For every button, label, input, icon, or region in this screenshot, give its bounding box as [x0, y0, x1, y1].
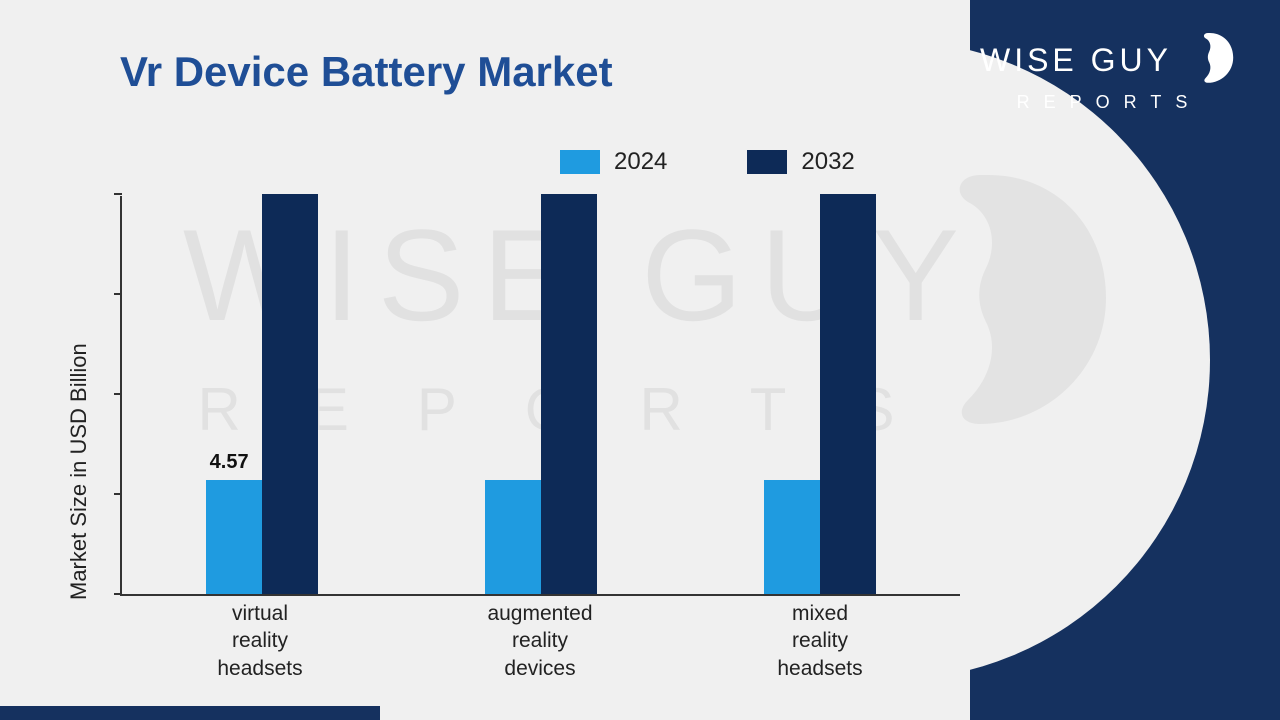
bar-group	[764, 194, 876, 594]
x-category-label: mixedrealityheadsets	[745, 600, 895, 682]
legend-item-2032: 2032	[747, 148, 854, 176]
bottom-strip	[0, 706, 380, 720]
chart-canvas: WISE GUY REPORTS Vr Device Battery Marke…	[0, 0, 1280, 720]
brand-logo: WISE GUY REPORTS	[980, 30, 1238, 113]
legend-label-2024: 2024	[614, 148, 667, 176]
legend-item-2024: 2024	[560, 148, 667, 176]
chart-title: Vr Device Battery Market	[120, 48, 613, 96]
chart-area: Market Size in USD Billion 2024 2032 4.5…	[80, 140, 960, 670]
x-category-label: augmentedrealitydevices	[465, 600, 615, 682]
x-category-label: virtualrealityheadsets	[185, 600, 335, 682]
legend-swatch-2024	[560, 150, 600, 174]
x-axis-labels: virtualrealityheadsets augmentedrealityde…	[120, 600, 960, 682]
bar-2032	[262, 194, 318, 594]
legend: 2024 2032	[560, 148, 855, 176]
y-tick	[114, 493, 122, 495]
plot-area: 4.57	[120, 196, 960, 596]
bar-groups: 4.57	[122, 196, 960, 594]
y-tick	[114, 293, 122, 295]
bar-group: 4.57	[206, 194, 318, 594]
bar-2024	[485, 480, 541, 594]
y-tick	[114, 593, 122, 595]
y-tick	[114, 393, 122, 395]
legend-label-2032: 2032	[801, 148, 854, 176]
logo-head-icon	[1178, 30, 1238, 90]
logo-line1: WISE GUY	[980, 42, 1172, 79]
bar-2032	[820, 194, 876, 594]
y-axis-label: Market Size in USD Billion	[66, 343, 92, 600]
bar-group	[485, 194, 597, 594]
bar-value-label: 4.57	[210, 451, 249, 474]
bar-2024	[764, 480, 820, 594]
y-tick	[114, 193, 122, 195]
logo-line2: REPORTS	[980, 92, 1238, 113]
bar-2024	[206, 480, 262, 594]
legend-swatch-2032	[747, 150, 787, 174]
bar-2032	[541, 194, 597, 594]
